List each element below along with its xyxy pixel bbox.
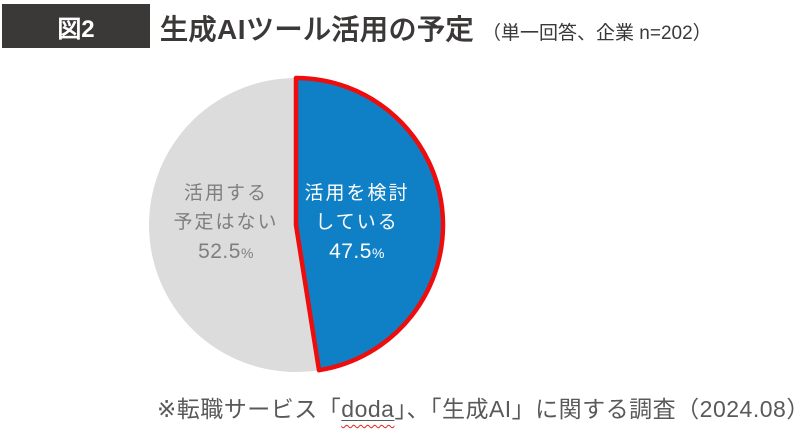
pie-svg xyxy=(149,75,446,373)
slice-value-number: 52.5 xyxy=(198,240,241,263)
doda-service-name: dodadoda xyxy=(341,396,394,423)
pie-chart: 活用する 予定はない 52.5% 活用を検討 している 47.5% xyxy=(146,75,446,375)
pie-label-no-plan: 活用する 予定はない 52.5% xyxy=(146,179,306,268)
figure-header: 生成AIツール活用の予定 （単一回答、企業 n=202） xyxy=(160,8,712,48)
percent-sign: % xyxy=(240,245,254,261)
slice-label-line-1: 活用を検討 xyxy=(304,183,410,204)
pie-slice-no-plan xyxy=(149,78,319,372)
pie-label-considering: 活用を検討 している 47.5% xyxy=(277,179,437,268)
slice-label-line-2: している xyxy=(315,212,399,233)
percent-sign: % xyxy=(371,245,385,261)
figure-number-tag: 図2 xyxy=(2,4,150,48)
figure-number-label: 図2 xyxy=(57,15,95,43)
pie-slice-considering xyxy=(293,75,446,373)
figure-title: 生成AIツール活用の予定 xyxy=(160,14,475,45)
footnote-prefix: ※転職サービス「 xyxy=(157,396,342,422)
slice-label-line-2: 予定はない xyxy=(173,212,279,233)
footnote-suffix: 」、「生成AI」に関する調査（2024.08） xyxy=(394,396,800,422)
source-footnote: ※転職サービス「dodadoda」、「生成AI」に関する調査（2024.08） xyxy=(157,390,800,424)
slice-label-line-1: 活用する xyxy=(183,183,268,204)
slice-value-number: 47.5 xyxy=(329,240,372,263)
slice-value: 47.5% xyxy=(277,237,437,268)
figure-subtitle: （単一回答、企業 n=202） xyxy=(482,23,712,44)
doda-text: doda xyxy=(341,396,395,422)
slice-value: 52.5% xyxy=(146,237,306,268)
